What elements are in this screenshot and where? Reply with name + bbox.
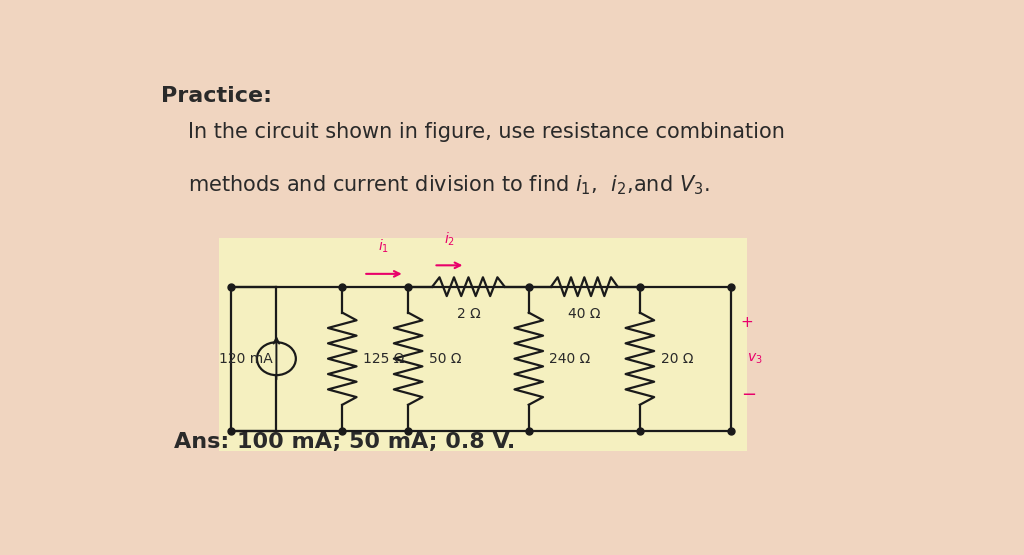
Text: Ans: 100 mA; 50 mA; 0.8 V.: Ans: 100 mA; 50 mA; 0.8 V.: [174, 432, 515, 452]
Text: 40 Ω: 40 Ω: [568, 307, 600, 321]
Text: −: −: [740, 386, 756, 404]
Text: 20 Ω: 20 Ω: [660, 352, 693, 366]
Text: $i_1$: $i_1$: [378, 237, 389, 255]
Text: In the circuit shown in figure, use resistance combination: In the circuit shown in figure, use resi…: [187, 122, 784, 142]
FancyBboxPatch shape: [219, 238, 748, 451]
Text: +: +: [740, 315, 754, 330]
Text: methods and current division to find $i_1$,  $i_2$,and $V_3$.: methods and current division to find $i_…: [187, 173, 709, 197]
Text: Practice:: Practice:: [162, 86, 272, 106]
Text: 2 Ω: 2 Ω: [457, 307, 480, 321]
Text: 240 Ω: 240 Ω: [550, 352, 591, 366]
Text: $v_3$: $v_3$: [748, 351, 763, 366]
Text: $i_2$: $i_2$: [443, 231, 455, 248]
Text: 125 Ω: 125 Ω: [362, 352, 404, 366]
Text: 50 Ω: 50 Ω: [429, 352, 461, 366]
Text: 120 mA: 120 mA: [219, 352, 272, 366]
